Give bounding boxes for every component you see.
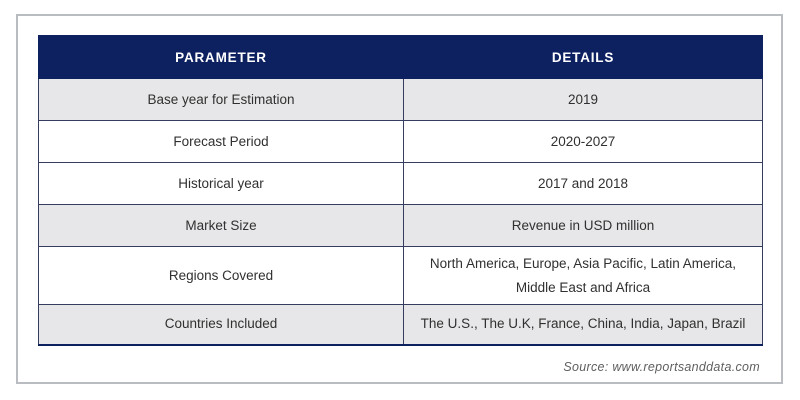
table-row-countries-included: Countries Included The U.S., The U.K, Fr… bbox=[38, 304, 763, 346]
parameter-cell: Market Size bbox=[38, 204, 404, 247]
column-header-details: DETAILS bbox=[403, 35, 763, 79]
parameter-cell: Regions Covered bbox=[38, 246, 404, 305]
parameter-cell: Base year for Estimation bbox=[38, 78, 404, 121]
header-row: PARAMETER DETAILS bbox=[38, 35, 763, 79]
details-cell: 2017 and 2018 bbox=[403, 162, 763, 205]
parameter-cell: Historical year bbox=[38, 162, 404, 205]
table-row-forecast-period: Forecast Period 2020-2027 bbox=[38, 120, 763, 163]
report-scope-card: PARAMETER DETAILS Base year for Estimati… bbox=[16, 14, 783, 384]
table-row-historical-year: Historical year 2017 and 2018 bbox=[38, 162, 763, 205]
report-scope-table: PARAMETER DETAILS Base year for Estimati… bbox=[38, 35, 763, 346]
details-cell: North America, Europe, Asia Pacific, Lat… bbox=[403, 246, 763, 305]
details-cell: Revenue in USD million bbox=[403, 204, 763, 247]
table-row-base-year: Base year for Estimation 2019 bbox=[38, 78, 763, 121]
table-row-market-size: Market Size Revenue in USD million bbox=[38, 204, 763, 247]
table-row-regions-covered: Regions Covered North America, Europe, A… bbox=[38, 246, 763, 305]
source-credit: Source: www.reportsanddata.com bbox=[563, 360, 760, 374]
details-cell: 2020-2027 bbox=[403, 120, 763, 163]
parameter-cell: Forecast Period bbox=[38, 120, 404, 163]
table-header: PARAMETER DETAILS bbox=[38, 35, 763, 79]
column-header-parameter: PARAMETER bbox=[38, 35, 404, 79]
details-cell: The U.S., The U.K, France, China, India,… bbox=[403, 304, 763, 346]
details-cell: 2019 bbox=[403, 78, 763, 121]
parameter-cell: Countries Included bbox=[38, 304, 404, 346]
table-body: Base year for Estimation 2019 Forecast P… bbox=[38, 78, 763, 346]
